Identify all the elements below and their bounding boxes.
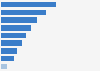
Bar: [1, 64, 7, 69]
Bar: [1, 25, 31, 31]
Bar: [1, 17, 37, 23]
Bar: [1, 40, 22, 46]
Bar: [1, 10, 46, 15]
Bar: [1, 56, 14, 61]
Bar: [1, 48, 17, 54]
Bar: [1, 33, 26, 38]
Bar: [1, 2, 56, 7]
